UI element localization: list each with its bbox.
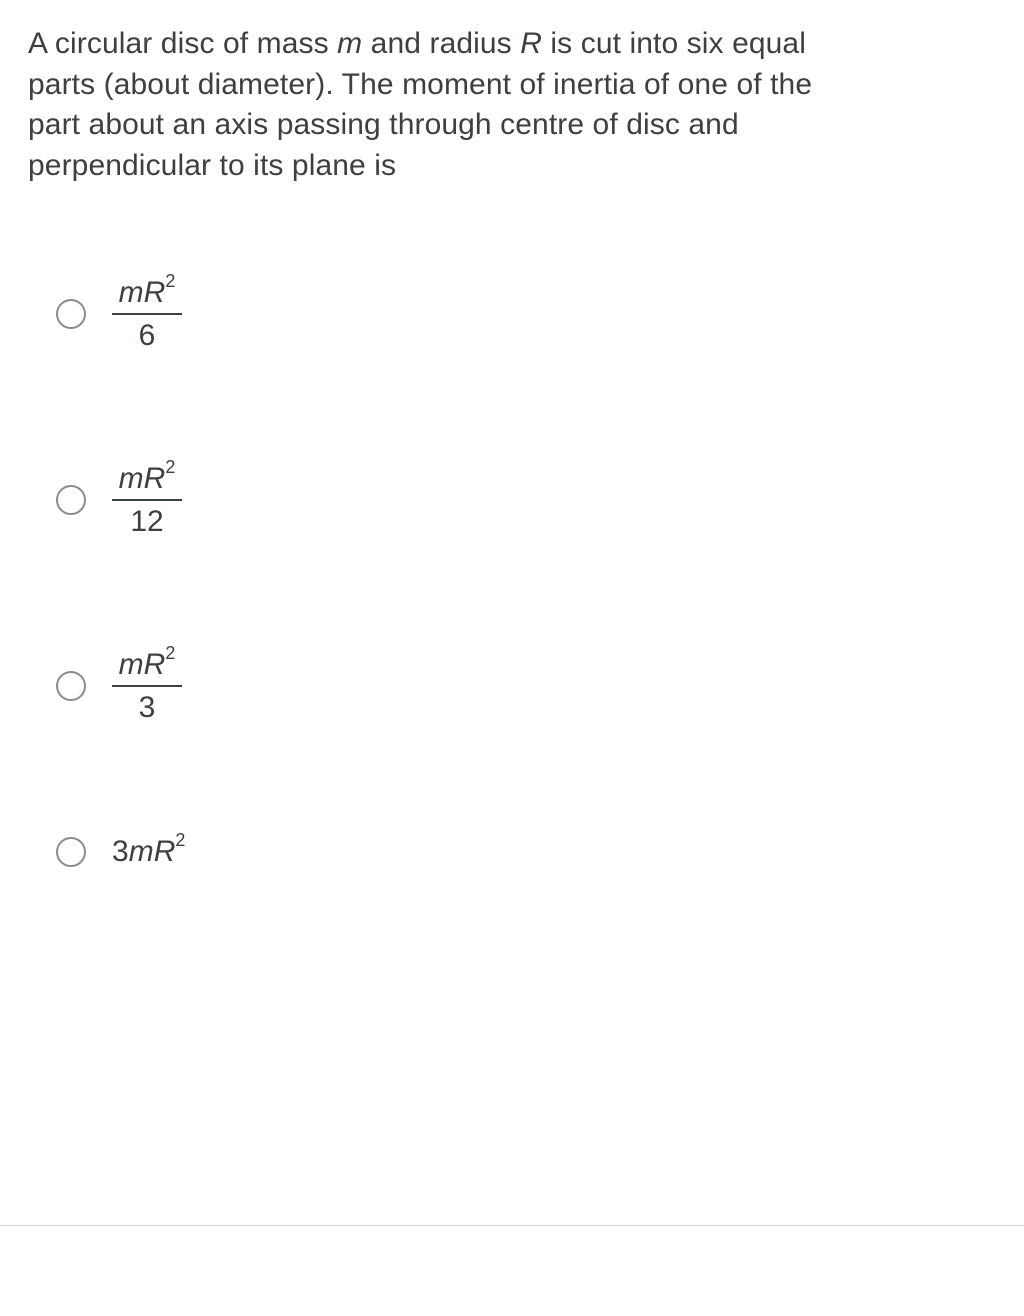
denominator: 12 [130,505,163,538]
option-a[interactable]: mR2 6 [56,276,996,352]
q-part: part about an axis passing through centr… [28,108,739,141]
denominator: 6 [139,319,156,352]
var-r: R [154,835,176,868]
num-exp: 2 [165,457,175,477]
fraction-bar [112,499,182,501]
options-group: mR2 6 mR2 12 mR2 3 [28,276,996,869]
num-m: m [119,276,144,309]
var-m: m [337,27,362,60]
q-part: A circular disc of mass [28,27,337,60]
coef: 3 [112,835,129,868]
num-exp: 2 [165,643,175,663]
var-m: m [129,835,154,868]
radio-icon[interactable] [56,837,86,867]
num-m: m [119,648,144,681]
option-d[interactable]: 3mR2 [56,834,996,869]
q-part: perpendicular to its plane is [28,149,396,182]
q-part: parts (about diameter). The moment of in… [28,68,812,101]
option-a-expression: mR2 6 [112,276,182,352]
bottom-divider [0,1225,1024,1226]
denominator: 3 [139,691,156,724]
num-r: R [144,462,166,495]
num-exp: 2 [165,271,175,291]
question-text: A circular disc of mass m and radius R i… [28,24,996,186]
radio-icon[interactable] [56,299,86,329]
exp: 2 [175,830,185,850]
num-r: R [144,648,166,681]
option-b-expression: mR2 12 [112,462,182,538]
radio-icon[interactable] [56,485,86,515]
q-part: and radius [362,27,520,60]
num-r: R [144,276,166,309]
num-m: m [119,462,144,495]
radio-icon[interactable] [56,671,86,701]
option-b[interactable]: mR2 12 [56,462,996,538]
fraction-bar [112,313,182,315]
var-r: R [520,27,542,60]
fraction-bar [112,685,182,687]
option-d-expression: 3mR2 [112,834,185,869]
option-c-expression: mR2 3 [112,648,182,724]
q-part: is cut into six equal [542,27,806,60]
option-c[interactable]: mR2 3 [56,648,996,724]
